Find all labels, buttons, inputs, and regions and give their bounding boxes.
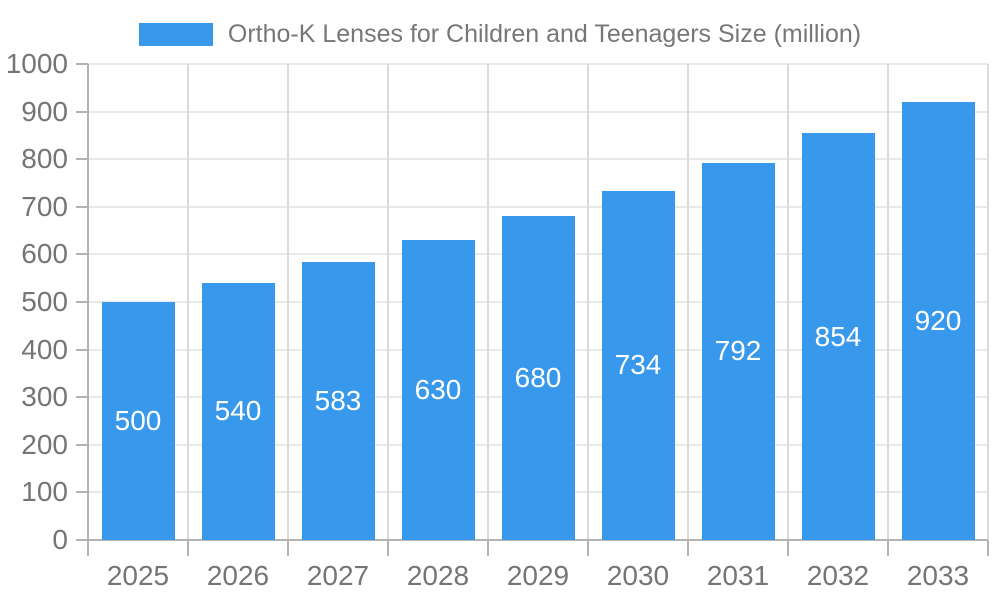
x-tick-label: 2029 xyxy=(506,560,570,591)
gridline-vertical xyxy=(187,64,189,540)
x-axis-tick xyxy=(487,540,489,556)
y-axis-tick xyxy=(76,491,88,494)
x-axis-tick xyxy=(887,540,889,556)
y-tick-label: 200 xyxy=(21,428,68,460)
bar-2029[interactable]: 680 xyxy=(501,216,575,540)
x-tick-label: 2032 xyxy=(806,560,870,591)
bar-2028[interactable]: 630 xyxy=(401,240,475,540)
y-axis-tick xyxy=(76,348,88,351)
legend-swatch[interactable] xyxy=(138,23,213,46)
y-tick-label: 500 xyxy=(21,286,68,317)
bar-value-label: 734 xyxy=(614,349,662,381)
x-tick-label: 2025 xyxy=(106,560,170,591)
y-axis-line xyxy=(87,64,89,556)
gridline-vertical xyxy=(587,64,589,540)
bar-value-label: 792 xyxy=(714,335,762,367)
gridline-horizontal xyxy=(88,205,988,208)
bar-value-label: 920 xyxy=(914,305,962,337)
y-tick-label: 1000 xyxy=(5,48,68,79)
gridline-horizontal xyxy=(88,158,988,161)
x-axis-tick xyxy=(587,540,589,556)
y-tick-label: 300 xyxy=(21,381,68,413)
y-tick-label: 100 xyxy=(21,476,68,508)
gridline-vertical xyxy=(487,64,489,540)
x-axis-tick xyxy=(187,540,189,556)
bar-value-label: 630 xyxy=(414,374,462,406)
bar-value-label: 540 xyxy=(214,395,262,427)
y-axis-tick xyxy=(76,158,88,161)
x-axis-tick xyxy=(387,540,389,556)
x-axis-tick xyxy=(287,540,289,556)
gridline-horizontal xyxy=(88,110,988,113)
gridline-vertical xyxy=(887,64,889,540)
bar-2025[interactable]: 500 xyxy=(101,302,175,540)
bar-value-label: 583 xyxy=(314,385,362,417)
bar-value-label: 854 xyxy=(814,320,862,352)
x-tick-label: 2027 xyxy=(306,560,370,591)
x-tick-label: 2026 xyxy=(206,560,270,591)
bar-value-label: 680 xyxy=(514,362,562,394)
bar-2032[interactable]: 854 xyxy=(801,133,875,540)
bar-2030[interactable]: 734 xyxy=(601,190,675,540)
y-tick-label: 900 xyxy=(21,95,68,127)
bar-2033[interactable]: 920 xyxy=(901,102,975,540)
y-axis-tick xyxy=(76,301,88,303)
gridline-vertical xyxy=(987,64,989,540)
gridline-vertical xyxy=(687,64,689,540)
x-tick-label: 2033 xyxy=(906,560,970,591)
x-axis-line xyxy=(76,539,988,541)
x-axis-tick xyxy=(787,540,789,556)
x-tick-label: 2028 xyxy=(406,560,470,591)
y-axis-tick xyxy=(76,253,88,256)
x-tick-label: 2031 xyxy=(706,560,770,591)
y-axis-tick xyxy=(76,63,88,65)
bar-2027[interactable]: 583 xyxy=(301,262,375,540)
y-tick-label: 0 xyxy=(52,524,68,555)
y-tick-label: 800 xyxy=(21,143,68,175)
bar-2026[interactable]: 540 xyxy=(201,282,275,540)
x-axis-tick xyxy=(987,540,989,556)
bar-value-label: 500 xyxy=(114,405,162,436)
gridline-vertical xyxy=(787,64,789,540)
y-axis-tick xyxy=(76,396,88,399)
x-tick-label: 2030 xyxy=(606,560,670,591)
y-axis-tick xyxy=(76,205,88,208)
y-tick-label: 700 xyxy=(21,190,68,222)
gridline-vertical xyxy=(287,64,289,540)
x-axis-tick xyxy=(687,540,689,556)
y-axis-tick xyxy=(76,110,88,113)
legend-label[interactable]: Ortho-K Lenses for Children and Teenager… xyxy=(227,20,862,48)
bar-2031[interactable]: 792 xyxy=(701,163,775,540)
y-axis-tick xyxy=(76,443,88,446)
legend[interactable]: Ortho-K Lenses for Children and Teenager… xyxy=(0,20,1000,49)
gridline-vertical xyxy=(387,64,389,540)
gridline-horizontal xyxy=(88,63,988,65)
y-tick-label: 400 xyxy=(21,333,68,365)
plot-area: 500 540 583 630 680 734 792 854 920 xyxy=(76,63,989,556)
y-tick-label: 600 xyxy=(21,238,68,270)
